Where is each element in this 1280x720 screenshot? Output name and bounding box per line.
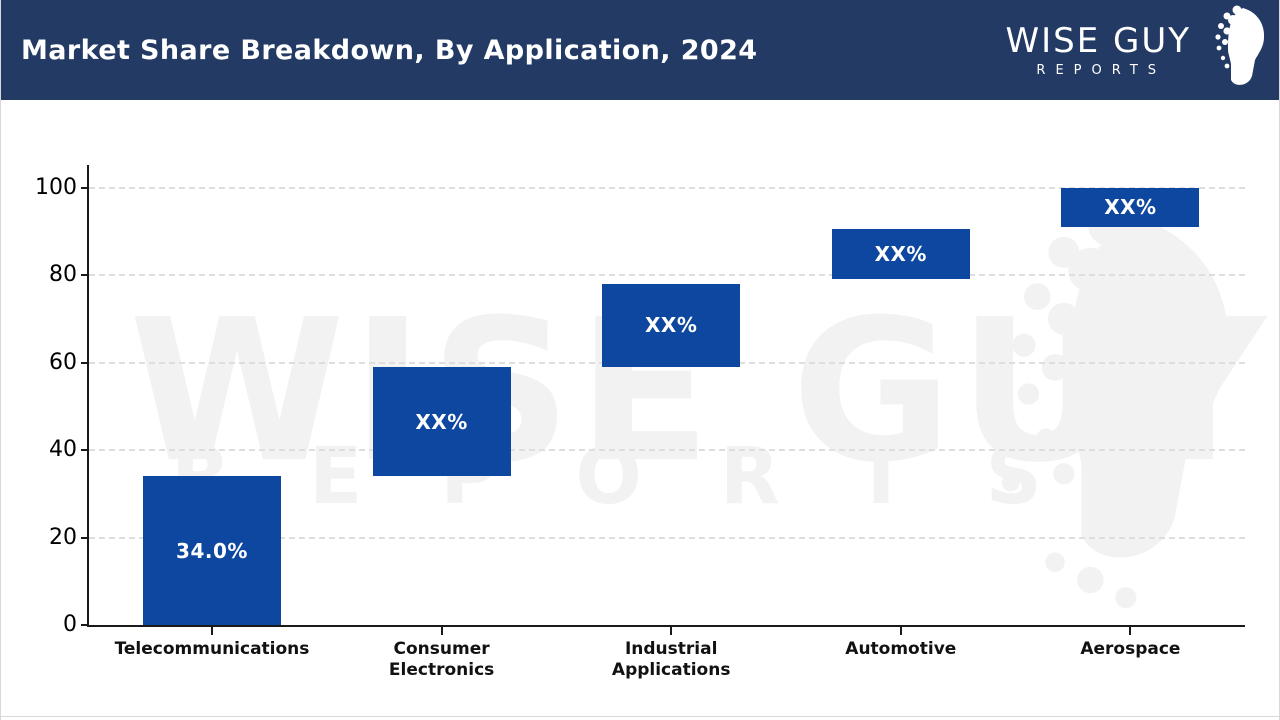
y-tick-label: 80	[49, 262, 77, 287]
x-category-label: Industrial Applications	[611, 639, 731, 681]
x-category-label: Automotive	[845, 639, 957, 659]
header-bar: Market Share Breakdown, By Application, …	[1, 0, 1279, 100]
y-tick	[81, 186, 89, 189]
bottom-divider	[1, 716, 1279, 717]
y-gridline	[89, 186, 1245, 189]
bar: XX%	[1061, 187, 1200, 227]
plot-area: 0 20 40 60 80 100 34.0% Telecommunications XX% Co…	[1, 100, 1279, 720]
x-tick	[440, 627, 443, 635]
bar: XX%	[602, 283, 741, 367]
bar-value-label: XX%	[874, 242, 927, 267]
logo-wordmark-line2: REPORTS	[1036, 62, 1167, 78]
logo: WISE GUY REPORTS	[1005, 4, 1267, 96]
y-tick-label: 100	[35, 174, 77, 200]
logo-wordmark-line1: WISE GUY	[1005, 20, 1191, 61]
bar-value-label: XX%	[644, 313, 698, 338]
bar-value-label: XX%	[1104, 195, 1157, 220]
y-gridline	[89, 274, 1245, 276]
bar-value-label: 34.0%	[176, 538, 248, 563]
logo-wordmark: WISE GUY REPORTS	[1005, 24, 1191, 77]
y-tick-label: 60	[49, 349, 77, 375]
bar-value-label: XX%	[415, 409, 468, 434]
x-tick	[670, 627, 673, 635]
logo-head-icon	[1197, 4, 1267, 96]
y-tick-label: 0	[63, 612, 77, 637]
y-tick	[81, 274, 89, 276]
x-tick	[899, 627, 902, 635]
watermark-reports: REPORTS	[171, 432, 1120, 522]
y-tick	[81, 536, 89, 539]
bar: 34.0%	[143, 476, 281, 625]
x-tick	[211, 627, 213, 635]
y-tick	[81, 624, 89, 626]
y-gridline	[89, 449, 1245, 451]
y-gridline	[89, 536, 1245, 539]
y-tick-label: 40	[49, 437, 77, 462]
bar: XX%	[831, 229, 970, 280]
chart-title: Market Share Breakdown, By Application, …	[21, 34, 758, 66]
x-category-label: Aerospace	[1080, 639, 1181, 659]
y-tick	[81, 449, 89, 451]
y-axis-line	[87, 165, 89, 627]
y-tick	[81, 361, 89, 364]
bar: XX%	[372, 366, 511, 477]
x-category-label: Consumer Electronics	[388, 639, 495, 681]
x-tick	[1129, 627, 1132, 635]
y-tick-label: 20	[49, 524, 77, 550]
x-axis-line	[87, 625, 1245, 627]
x-category-label: Telecommunications	[114, 639, 310, 659]
